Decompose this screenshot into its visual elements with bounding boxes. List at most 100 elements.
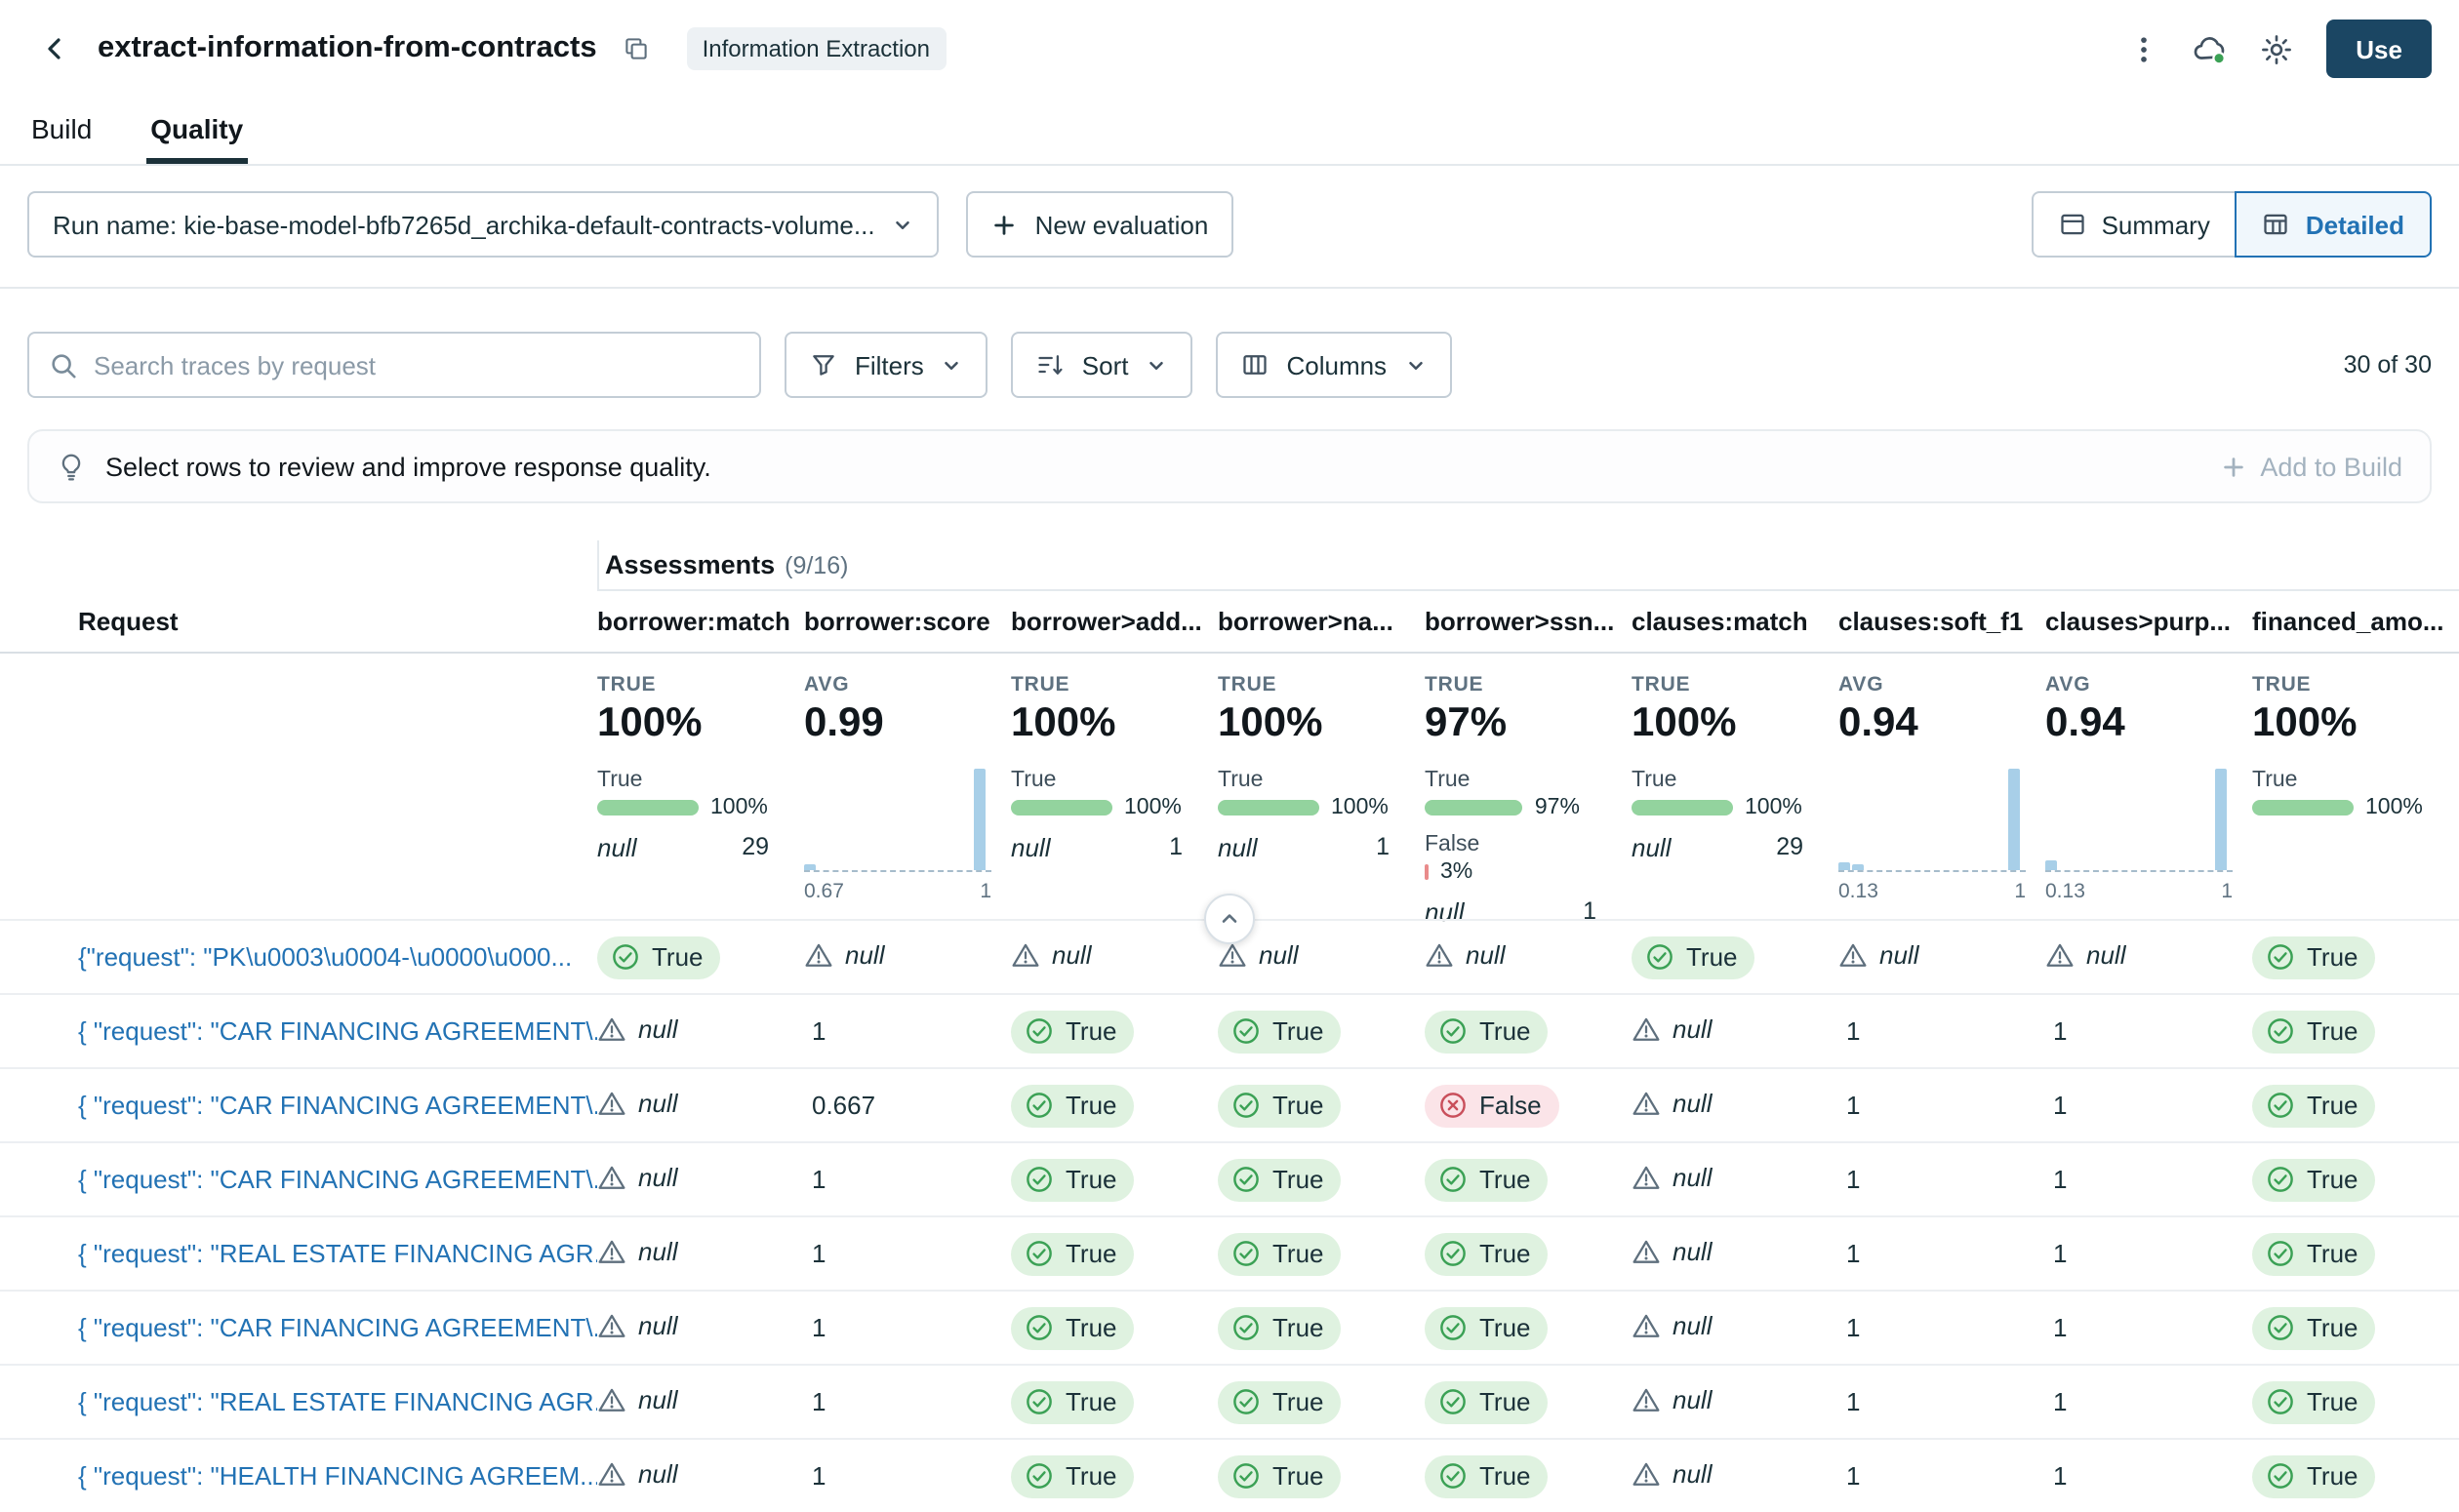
summary-stat-value: 100%: [1011, 700, 1116, 745]
divider: [0, 287, 2459, 289]
columns-label: Columns: [1286, 350, 1388, 379]
assessment-cell: 1: [2045, 1313, 2252, 1342]
assessment-cell: 1: [2045, 1387, 2252, 1416]
columns-button[interactable]: Columns: [1216, 332, 1452, 398]
summary-stat-label: TRUE: [1011, 673, 1070, 696]
assessment-cell: True: [1218, 1158, 1425, 1201]
page-title: extract-information-from-contracts: [98, 31, 597, 64]
summary-stat-value: 100%: [597, 700, 703, 745]
table-row[interactable]: { "request": "HEALTH FINANCING AGREEM...…: [0, 1438, 2459, 1512]
column-header[interactable]: clauses:match: [1632, 607, 1808, 636]
summary-view-label: Summary: [2101, 210, 2210, 239]
table-row[interactable]: { "request": "CAR FINANCING AGREEMENT\..…: [0, 993, 2459, 1067]
cloud-status-icon: [2193, 36, 2226, 64]
run-toolbar: Run name: kie-base-model-bfb7265d_archik…: [0, 166, 2459, 258]
warning-icon: [597, 1310, 626, 1339]
assessment-cell: True: [597, 935, 804, 978]
column-header-request[interactable]: Request: [78, 607, 179, 636]
true-badge: True: [2252, 1084, 2376, 1127]
true-badge: True: [1011, 1306, 1135, 1349]
null-count-row: null 1: [1218, 833, 1390, 862]
column-header[interactable]: borrower>add...: [1011, 607, 1202, 636]
null-value: null: [597, 1310, 678, 1339]
null-value: null: [1425, 939, 1506, 969]
table-row[interactable]: { "request": "CAR FINANCING AGREEMENT\..…: [0, 1067, 2459, 1141]
settings-button[interactable]: [2248, 21, 2303, 76]
tab-build[interactable]: Build: [31, 112, 93, 143]
numeric-value: 1: [812, 1239, 826, 1268]
column-header[interactable]: financed_amo...: [2252, 607, 2444, 636]
connection-status-button[interactable]: [2182, 21, 2237, 76]
distribution-bar-row: 97%: [1425, 796, 1612, 819]
warning-icon: [1632, 1014, 1661, 1043]
column-header[interactable]: clauses>purp...: [2045, 607, 2232, 636]
column-summary: TRUE 100% True 100% null 29: [1632, 654, 1838, 862]
assessment-cell: null: [2045, 939, 2252, 975]
overflow-menu-button[interactable]: [2116, 21, 2170, 76]
true-badge: True: [2252, 1380, 2376, 1423]
check-circle-icon: [1231, 1387, 1261, 1416]
warning-icon: [597, 1014, 626, 1043]
histogram-bar: [974, 769, 987, 870]
column-summary: TRUE 97% True 97% False 3% null 1: [1425, 654, 1632, 927]
add-to-build-button[interactable]: Add to Build: [2221, 452, 2402, 481]
assessment-cell: 1: [804, 1313, 1011, 1342]
collapse-summary-button[interactable]: [1204, 894, 1255, 944]
true-badge: True: [1218, 1454, 1342, 1497]
distribution-pct: 97%: [1534, 796, 1580, 819]
distribution-bar: [2252, 800, 2354, 816]
use-button[interactable]: Use: [2326, 20, 2432, 78]
assessment-cell: 1: [1838, 1387, 2045, 1416]
column-header[interactable]: borrower:score: [804, 607, 990, 636]
sort-button[interactable]: Sort: [1011, 332, 1193, 398]
true-badge: True: [1632, 935, 1755, 978]
table-row[interactable]: { "request": "CAR FINANCING AGREEMENT\..…: [0, 1141, 2459, 1215]
histogram-axis: 0.67 1: [804, 880, 991, 903]
row-count-label: 30 of 30: [2343, 351, 2432, 378]
table-row[interactable]: { "request": "CAR FINANCING AGREEMENT\..…: [0, 1290, 2459, 1364]
request-link[interactable]: { "request": "CAR FINANCING AGREEMENT\..…: [78, 1165, 597, 1194]
column-header-row: Request borrower:match borrower:score borr…: [0, 591, 2459, 654]
request-link[interactable]: { "request": "CAR FINANCING AGREEMENT\..…: [78, 1313, 597, 1342]
divider: [0, 164, 2459, 166]
column-header[interactable]: borrower>ssn...: [1425, 607, 1615, 636]
check-circle-icon: [2266, 1239, 2295, 1268]
request-link[interactable]: { "request": "CAR FINANCING AGREEMENT\..…: [78, 1091, 597, 1120]
assessment-cell: True: [2252, 935, 2459, 978]
request-link[interactable]: { "request": "REAL ESTATE FINANCING AGR.…: [78, 1239, 597, 1268]
search-box[interactable]: [27, 332, 761, 398]
assessment-cell: True: [1425, 1454, 1632, 1497]
null-value: null: [597, 1458, 678, 1488]
detailed-view-button[interactable]: Detailed: [2235, 191, 2432, 258]
summary-stat-label: AVG: [1838, 673, 1884, 696]
column-header[interactable]: borrower>na...: [1218, 607, 1393, 636]
check-circle-icon: [1438, 1387, 1468, 1416]
request-link[interactable]: { "request": "HEALTH FINANCING AGREEM...: [78, 1461, 597, 1491]
column-header[interactable]: clauses:soft_f1: [1838, 607, 2024, 636]
back-button[interactable]: [27, 21, 82, 76]
check-circle-icon: [2266, 1165, 2295, 1194]
histogram-axis: 0.13 1: [2045, 880, 2233, 903]
summary-view-button[interactable]: Summary: [2031, 191, 2237, 258]
column-header[interactable]: borrower:match: [597, 607, 790, 636]
summary-stat-label: AVG: [804, 673, 850, 696]
run-selector[interactable]: Run name: kie-base-model-bfb7265d_archik…: [27, 191, 940, 258]
table-row[interactable]: { "request": "REAL ESTATE FINANCING AGR.…: [0, 1364, 2459, 1438]
assessment-cell: null: [804, 939, 1011, 975]
assessment-cell: 1: [2045, 1239, 2252, 1268]
tab-quality[interactable]: Quality: [146, 98, 248, 164]
request-link[interactable]: {"request": "PK\u0003\u0004-\u0000\u000.…: [78, 942, 573, 972]
filters-button[interactable]: Filters: [785, 332, 988, 398]
warning-icon: [1425, 939, 1454, 969]
request-link[interactable]: { "request": "CAR FINANCING AGREEMENT\..…: [78, 1016, 597, 1046]
search-input[interactable]: [94, 350, 740, 379]
copy-title-icon[interactable]: [609, 21, 664, 76]
true-badge: True: [1425, 1232, 1549, 1275]
distribution-bar: [597, 800, 699, 816]
numeric-value: 0.667: [812, 1091, 876, 1120]
request-link[interactable]: { "request": "REAL ESTATE FINANCING AGR.…: [78, 1387, 597, 1416]
assessment-cell: null: [1425, 939, 1632, 975]
table-row[interactable]: { "request": "REAL ESTATE FINANCING AGR.…: [0, 1215, 2459, 1290]
new-evaluation-button[interactable]: New evaluation: [966, 191, 1234, 258]
assessment-cell: True: [1425, 1380, 1632, 1423]
